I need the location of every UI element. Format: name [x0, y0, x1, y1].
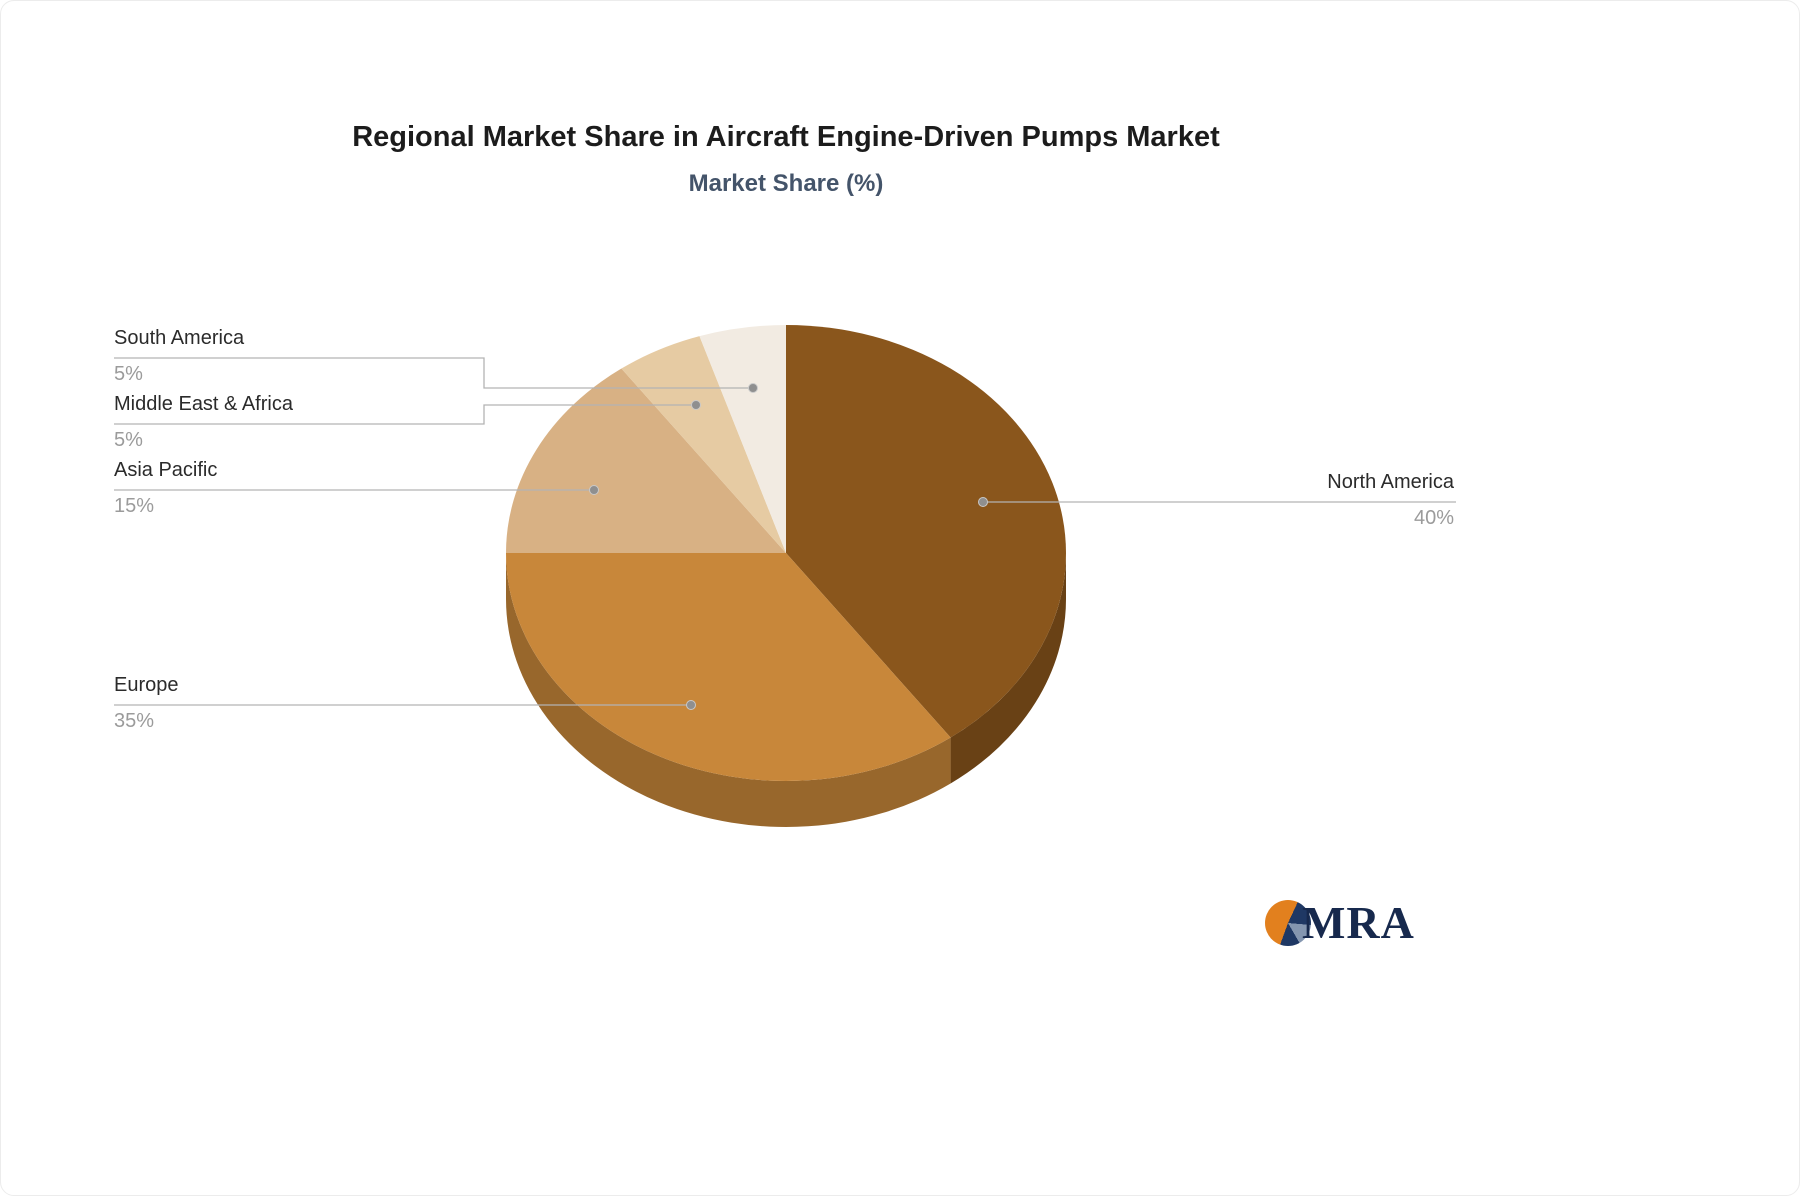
pie-label-north-america: North America 40% — [1327, 470, 1454, 530]
label-value: 40% — [1413, 507, 1454, 529]
leader-line-middle-east-africa — [114, 404, 696, 425]
label-value: 5% — [114, 429, 143, 451]
mra-logo: MRA — [1265, 900, 1415, 946]
label-value: 35% — [114, 710, 155, 732]
leader-line-south-america — [114, 357, 753, 389]
leader-dot-asia-pacific — [589, 485, 599, 495]
pie-segment-middle-east-africa — [621, 336, 786, 553]
leader-dot-south-america — [748, 383, 758, 393]
pie-segment-side-north-america — [950, 553, 1066, 784]
chart-subtitle: Market Share (%) — [688, 170, 884, 197]
pie-label-middle-east-africa: Middle East & Africa 5% — [114, 392, 293, 452]
leader-dot-europe — [686, 700, 696, 710]
label-category: Asia Pacific — [114, 459, 218, 481]
pie-segment-asia-pacific — [506, 368, 786, 553]
mra-logo-pie-icon — [1265, 900, 1311, 946]
pie-label-asia-pacific: Asia Pacific 15% — [114, 458, 217, 518]
leader-dot-middle-east-africa — [691, 400, 701, 410]
pie-segment-side-europe — [506, 553, 951, 827]
label-category: South America — [114, 327, 245, 349]
pie-segment-south-america — [699, 325, 786, 553]
label-category: Europe — [114, 674, 179, 696]
pie-segment-north-america — [786, 325, 1066, 738]
label-value: 15% — [114, 495, 155, 517]
pie-label-south-america: South America 5% — [114, 326, 244, 386]
chart-title: Regional Market Share in Aircraft Engine… — [352, 121, 1220, 153]
label-category: Middle East & Africa — [114, 393, 293, 415]
mra-logo-text: MRA — [1302, 897, 1415, 948]
pie-label-europe: Europe 35% — [114, 673, 179, 733]
pie-segment-europe — [506, 553, 951, 781]
label-category: North America — [1327, 471, 1454, 493]
leader-dot-north-america — [978, 497, 988, 507]
label-value: 5% — [114, 363, 143, 385]
